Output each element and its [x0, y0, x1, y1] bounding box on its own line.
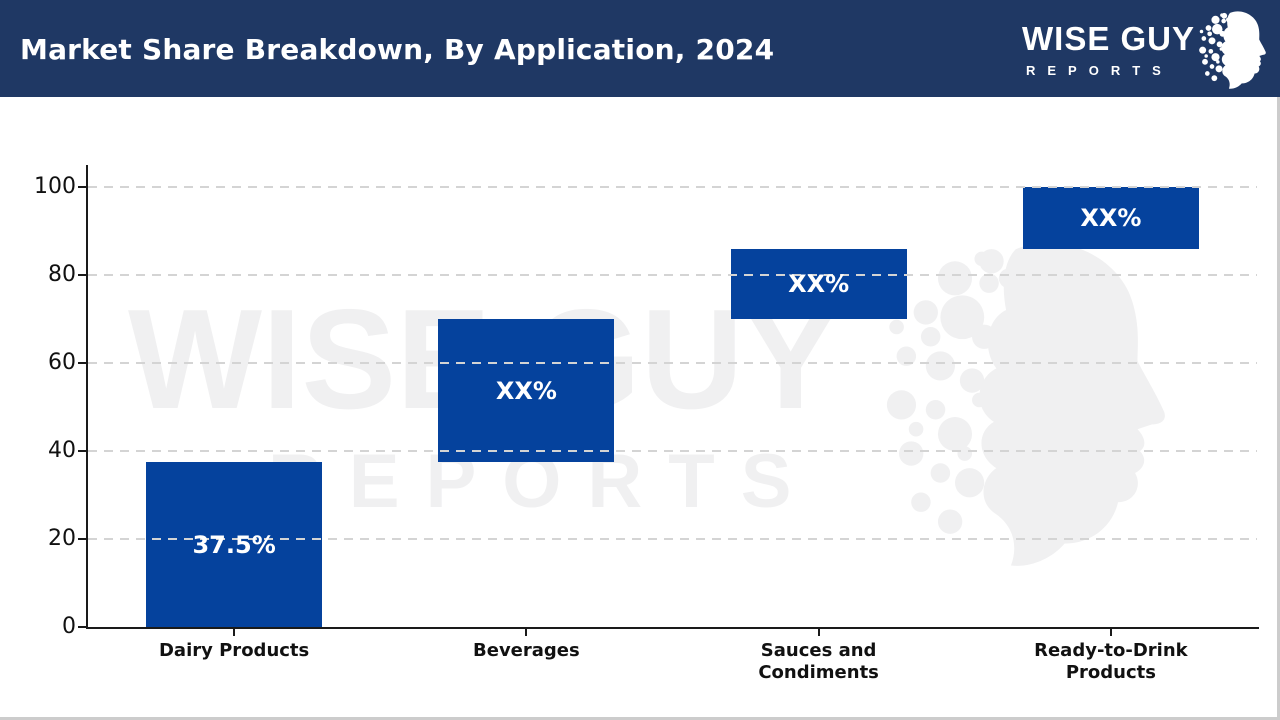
category-label-2: Sauces and Condiments [758, 640, 879, 683]
brand-logo-subtext: REPORTS [1026, 63, 1173, 78]
bar-0 [146, 462, 323, 627]
bar-2 [730, 248, 907, 319]
y-tick-label-0: 0 [62, 614, 76, 639]
bar-value-label-0: 37.5% [192, 530, 276, 559]
y-tick-mark-100 [78, 186, 88, 188]
x-tick-mark-2 [817, 629, 820, 636]
x-tick-mark-3 [1109, 629, 1112, 636]
bar-value-label-1: XX% [495, 376, 557, 405]
y-tick-mark-0 [78, 626, 88, 628]
image-bottom-border [0, 717, 1280, 720]
brand-logo-face-icon [1198, 7, 1268, 91]
x-axis-line [86, 627, 1259, 629]
x-tick-mark-0 [233, 629, 236, 636]
gridline-y-40 [88, 450, 1257, 452]
bar-1 [438, 319, 615, 462]
y-tick-label-80: 80 [48, 262, 76, 287]
bar-value-label-2: XX% [788, 269, 850, 298]
y-tick-mark-60 [78, 362, 88, 364]
y-tick-mark-80 [78, 274, 88, 276]
chart-title: Market Share Breakdown, By Application, … [20, 33, 775, 66]
category-label-1: Beverages [473, 640, 580, 661]
image-right-border [1277, 97, 1280, 720]
gridline-y-100 [88, 186, 1257, 188]
gridline-y-80 [88, 274, 1257, 276]
header-bar: Market Share Breakdown, By Application, … [0, 0, 1280, 97]
brand-logo-text: WISE GUY [1022, 20, 1196, 57]
y-tick-label-20: 20 [48, 526, 76, 551]
brand-logo: WISE GUY REPORTS [1022, 0, 1272, 97]
y-tick-mark-40 [78, 450, 88, 452]
y-axis-line [86, 165, 88, 629]
x-tick-mark-1 [525, 629, 528, 636]
gridline-y-20 [88, 538, 1257, 540]
y-tick-label-60: 60 [48, 350, 76, 375]
category-label-0: Dairy Products [158, 640, 310, 661]
y-tick-label-100: 100 [34, 174, 76, 199]
category-label-3: Ready-to-Drink Products [1034, 640, 1188, 683]
y-tick-label-40: 40 [48, 438, 76, 463]
y-tick-mark-20 [78, 538, 88, 540]
bar-value-label-3: XX% [1080, 203, 1142, 232]
gridline-y-60 [88, 362, 1257, 364]
chart-plot-area: 0 20 40 60 80 100 37.5% Dairy Products XX% Bevera… [0, 97, 1280, 720]
bar-3 [1022, 187, 1199, 249]
